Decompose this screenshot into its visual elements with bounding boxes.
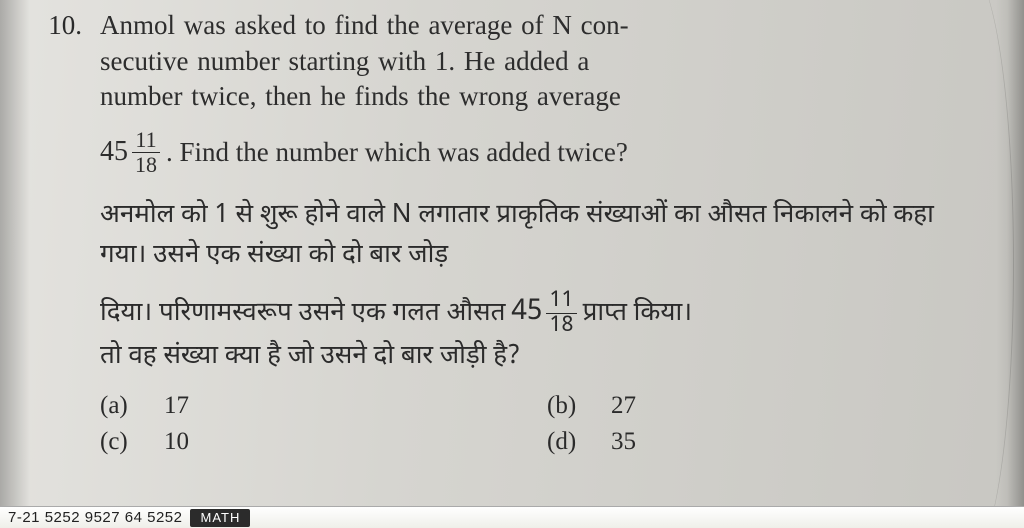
option-b: (b) 27 bbox=[547, 392, 954, 420]
hindi-seg-b: प्राप्त किया। bbox=[583, 294, 693, 334]
english-line-1: Anmol was asked to find the average of N… bbox=[100, 10, 629, 40]
option-b-value: 27 bbox=[611, 392, 636, 420]
hindi-seg-c: तो वह संख्या क्या है जो उसने दो बार जोड़… bbox=[100, 337, 954, 377]
fraction-hi: 11 18 bbox=[546, 290, 576, 337]
option-d-label: (d) bbox=[547, 428, 611, 456]
english-line-2: secutive number starting with 1. He adde… bbox=[100, 44, 954, 80]
fraction-den-hi: 18 bbox=[546, 313, 576, 337]
footer-badge: MATH bbox=[190, 509, 250, 527]
option-c-value: 10 bbox=[164, 428, 189, 456]
english-line-3: number twice, then he finds the wrong av… bbox=[100, 79, 954, 115]
english-fraction-line: 45 11 18 . Find the number which was add… bbox=[100, 129, 954, 176]
hindi-para-2: दिया। परिणामस्वरूप उसने एक गलत औसत 45 11… bbox=[100, 290, 954, 377]
english-stem: Anmol was asked to find the average of N… bbox=[100, 8, 954, 115]
mixed-fraction-hi: 45 11 18 bbox=[511, 290, 576, 337]
option-a-label: (a) bbox=[100, 392, 164, 420]
question-body: Anmol was asked to find the average of N… bbox=[100, 8, 954, 456]
english-after-fraction: . Find the number which was added twice? bbox=[166, 135, 628, 170]
mixed-whole-en: 45 bbox=[100, 134, 128, 170]
scanned-page: 10. Anmol was asked to find the average … bbox=[0, 0, 1024, 528]
options-grid: (a) 17 (b) 27 (c) 10 (d) 35 bbox=[100, 392, 954, 456]
question-row: 10. Anmol was asked to find the average … bbox=[38, 8, 954, 456]
option-c: (c) 10 bbox=[100, 428, 507, 456]
fraction-num-en: 11 bbox=[132, 129, 159, 152]
left-shadow bbox=[0, 0, 30, 528]
fraction-num-hi: 11 bbox=[546, 290, 576, 313]
option-a-value: 17 bbox=[164, 392, 189, 420]
hindi-para-1: अनमोल को 1 से शुरू होने वाले N लगातार प्… bbox=[100, 196, 954, 277]
mixed-whole-hi: 45 bbox=[511, 292, 542, 335]
fraction-den-en: 18 bbox=[132, 152, 160, 176]
option-c-label: (c) bbox=[100, 428, 164, 456]
option-d-value: 35 bbox=[611, 428, 636, 456]
mixed-fraction-en: 45 11 18 bbox=[100, 129, 160, 176]
footer-code: 7-21 5252 9527 64 5252 bbox=[8, 509, 182, 526]
option-b-label: (b) bbox=[547, 392, 611, 420]
question-block: 10. Anmol was asked to find the average … bbox=[38, 8, 954, 456]
question-number: 10. bbox=[38, 8, 100, 41]
option-d: (d) 35 bbox=[547, 428, 954, 456]
right-edge-shadow bbox=[996, 0, 1024, 528]
fraction-en: 11 18 bbox=[132, 129, 160, 176]
option-a: (a) 17 bbox=[100, 392, 507, 420]
footer-strip: 7-21 5252 9527 64 5252 MATH bbox=[0, 506, 1024, 528]
hindi-seg-a: दिया। परिणामस्वरूप उसने एक गलत औसत bbox=[100, 294, 505, 334]
